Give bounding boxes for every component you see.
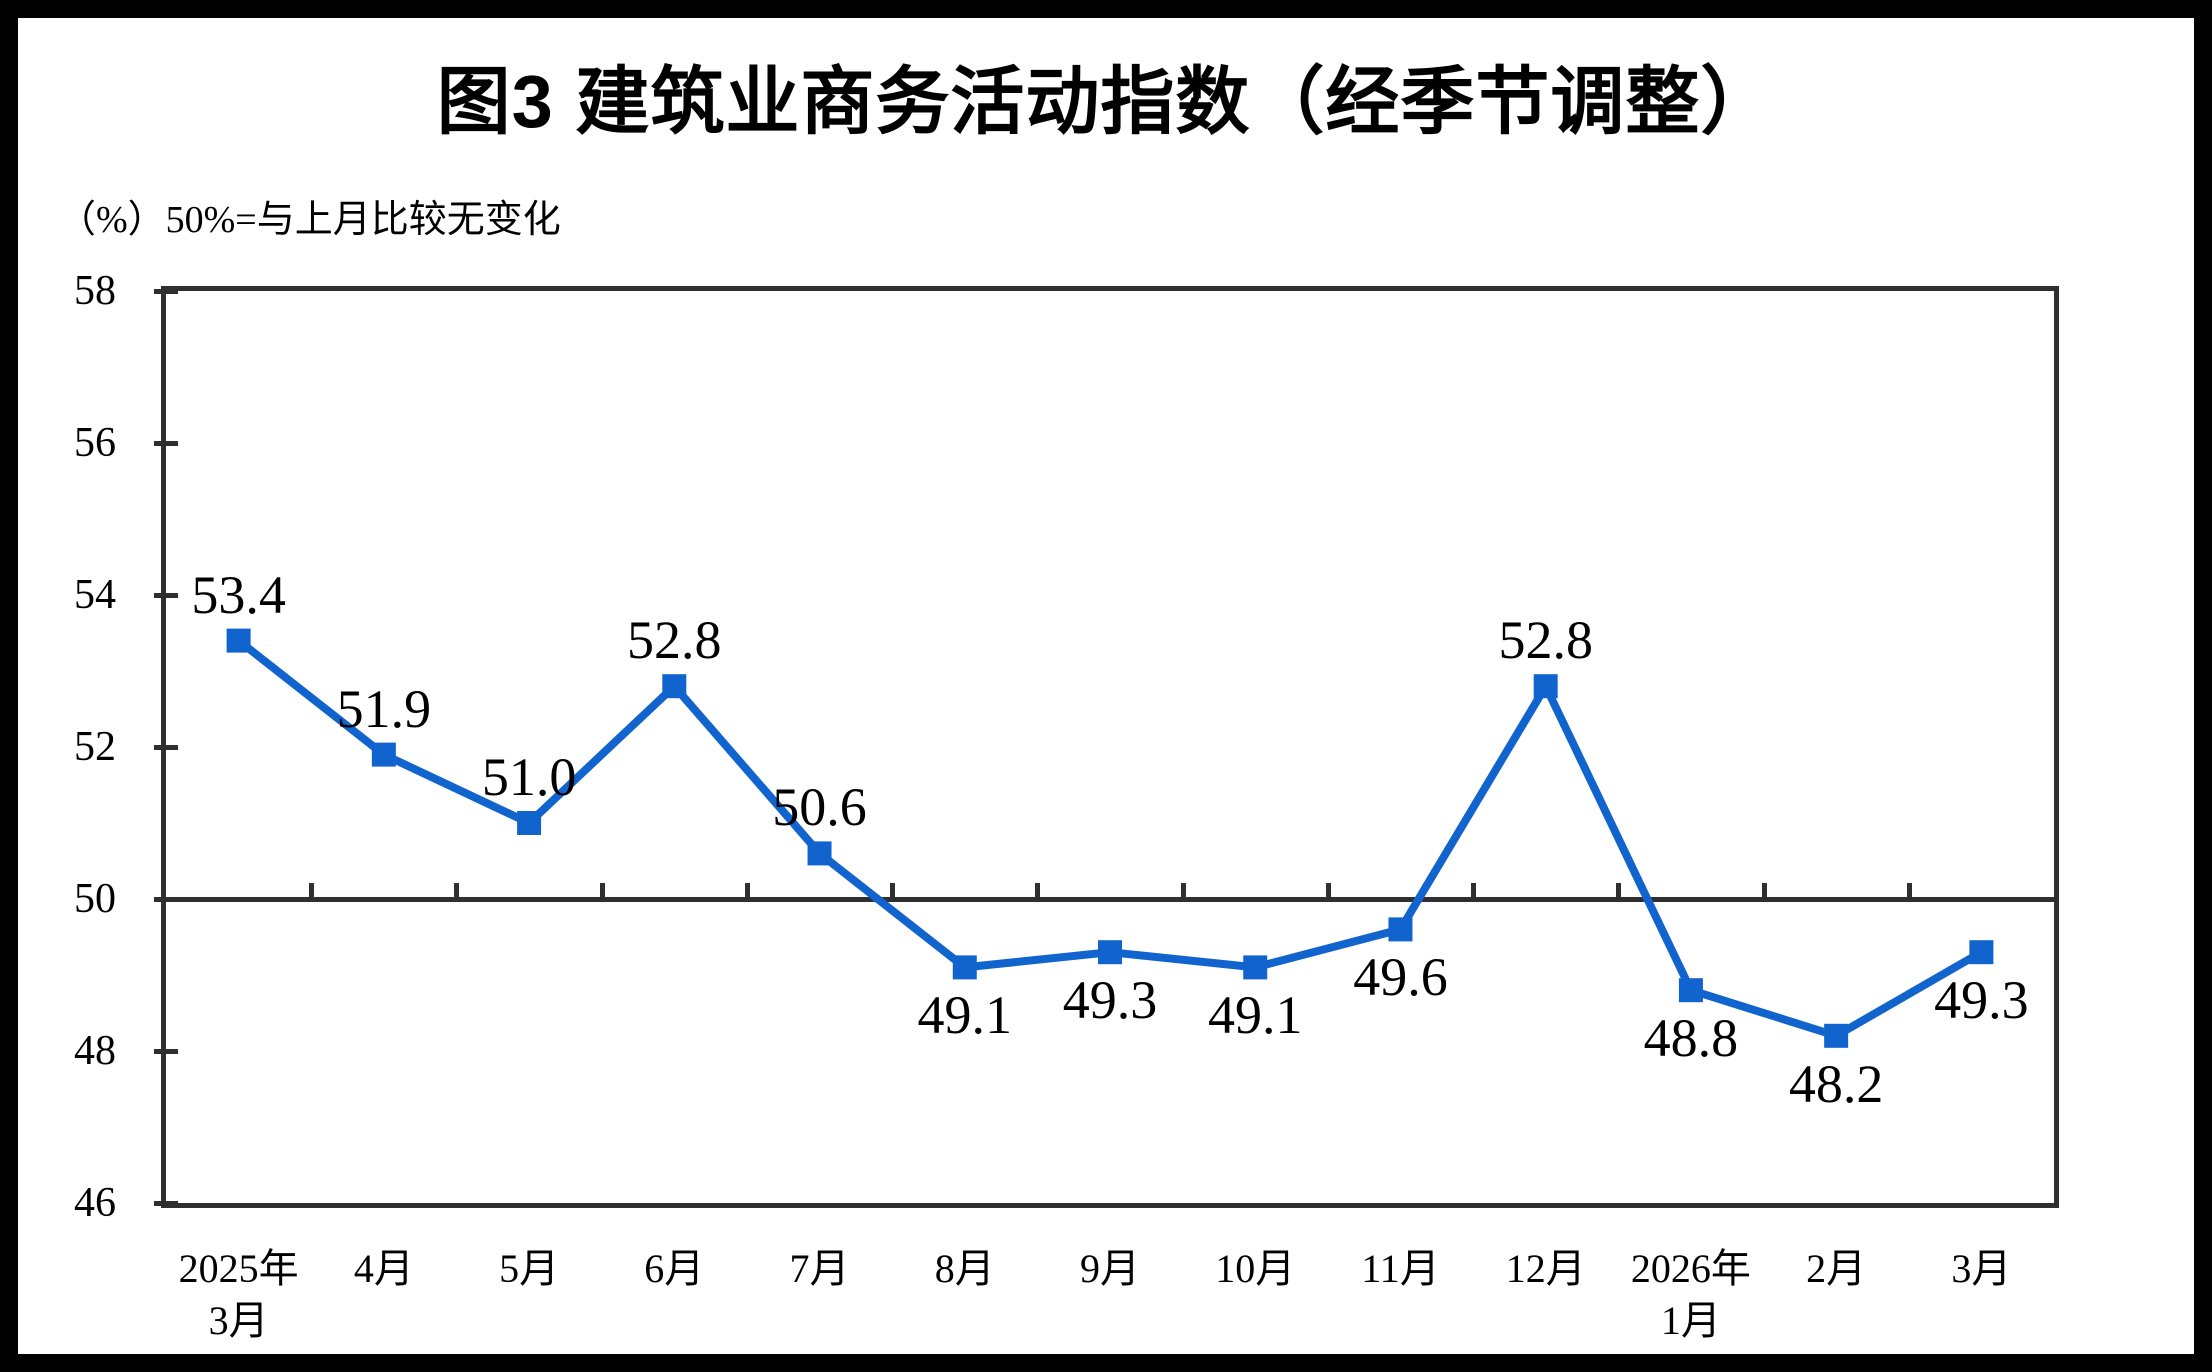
- x-boundary-tick: [1035, 883, 1041, 897]
- x-boundary-tick: [309, 883, 315, 897]
- y-tick: [154, 441, 178, 446]
- y-axis-label: 48: [74, 1028, 116, 1074]
- y-tick: [154, 289, 178, 294]
- x-axis-label-line: 3月: [1951, 1246, 2012, 1291]
- chart-title: 图3 建筑业商务活动指数（经季节调整）: [436, 60, 1776, 143]
- x-axis-label: 8月: [855, 1243, 1075, 1295]
- y-tick: [154, 1201, 178, 1206]
- x-axis-label-line: 5月: [499, 1246, 560, 1291]
- x-axis-label-line: 9月: [1080, 1246, 1140, 1291]
- x-axis-label-line: 2026年: [1630, 1246, 1751, 1291]
- x-boundary-tick: [599, 883, 605, 897]
- data-point-label: 49.3: [1062, 970, 1158, 1031]
- x-axis-label-line: 3月: [208, 1298, 269, 1343]
- x-boundary-tick: [1180, 883, 1186, 897]
- data-point-label: 52.8: [627, 610, 722, 671]
- data-point-marker: [371, 742, 396, 767]
- data-point-label: 50.6: [772, 777, 867, 838]
- y-axis-label: 50: [74, 876, 116, 922]
- reference-line-50: [166, 897, 2054, 902]
- x-axis-label-line: 11月: [1361, 1246, 1440, 1291]
- x-boundary-tick: [1616, 883, 1622, 897]
- x-boundary-tick: [1471, 883, 1477, 897]
- data-point-label: 51.0: [481, 747, 577, 807]
- unit-note: （%）50%=与上月比较无变化: [58, 199, 561, 241]
- data-point-label: 49.3: [1934, 970, 2029, 1031]
- x-axis-label: 11月: [1290, 1243, 1510, 1295]
- x-axis-label-line: 8月: [934, 1246, 995, 1291]
- x-axis-label-line: 12月: [1505, 1246, 1586, 1291]
- data-point-label: 48.8: [1643, 1008, 1739, 1069]
- data-point-marker: [1533, 674, 1558, 699]
- x-axis-label: 12月: [1436, 1243, 1656, 1295]
- x-boundary-tick: [454, 883, 460, 897]
- y-tick: [154, 593, 178, 598]
- x-axis-label-line: 2月: [1806, 1246, 1867, 1291]
- y-axis-label: 52: [74, 724, 116, 770]
- data-point-marker: [226, 628, 251, 653]
- x-axis-label: 5月: [419, 1243, 639, 1295]
- x-axis-label-line: 10月: [1215, 1246, 1296, 1291]
- data-point-marker: [807, 841, 832, 866]
- data-point-label: 49.1: [917, 985, 1013, 1046]
- data-point-marker: [1824, 1023, 1849, 1048]
- data-point-marker: [1678, 978, 1703, 1003]
- y-tick: [154, 745, 178, 750]
- y-axis-label: 54: [74, 572, 116, 618]
- data-point-label: 52.8: [1498, 610, 1593, 671]
- data-point-label: 49.1: [1207, 985, 1303, 1046]
- x-boundary-tick: [1761, 883, 1767, 897]
- series-line-svg: [226, 628, 1994, 1048]
- x-axis-label: 4月: [274, 1243, 494, 1295]
- x-axis-label: 2026年 1月: [1581, 1243, 1801, 1347]
- data-point-marker: [1388, 917, 1413, 942]
- x-axis-label-line: 2025年: [178, 1246, 299, 1291]
- x-axis-label: 10月: [1145, 1243, 1365, 1295]
- data-point-marker: [952, 955, 977, 980]
- chart-area: 58 56 54 52 50 48 46 53.4 51.9 51.0 52.8 50.6 49.1 49…: [18, 18, 2194, 1354]
- data-point-label: 48.2: [1788, 1053, 1884, 1114]
- y-axis-label: 46: [74, 1180, 116, 1226]
- x-axis-label-line: 6月: [644, 1246, 705, 1291]
- x-boundary-tick: [890, 883, 896, 897]
- data-point-marker: [1969, 940, 1994, 965]
- x-axis-label: 3月: [1871, 1243, 2091, 1295]
- data-point-label: 49.6: [1353, 947, 1448, 1008]
- x-axis-label-line: 1月: [1660, 1298, 1721, 1343]
- data-point-marker: [517, 811, 542, 835]
- x-axis-label-line: 7月: [789, 1246, 850, 1291]
- y-tick: [154, 1049, 178, 1054]
- x-boundary-tick: [1325, 883, 1331, 897]
- x-axis-label: 7月: [710, 1243, 930, 1295]
- y-axis-label: 56: [74, 420, 116, 466]
- data-point-marker: [1243, 955, 1268, 980]
- data-point-label: 51.9: [336, 678, 432, 739]
- y-axis-label: 58: [74, 268, 116, 314]
- data-point-marker: [1098, 940, 1122, 965]
- x-axis-label-line: 4月: [353, 1246, 414, 1291]
- x-axis-label: 9月: [1000, 1243, 1220, 1295]
- x-axis-label: 2025年 3月: [129, 1243, 349, 1347]
- data-point-marker: [662, 674, 687, 699]
- data-point-label: 53.4: [191, 564, 286, 625]
- x-boundary-tick: [1906, 883, 1912, 897]
- x-axis-label: 2月: [1726, 1243, 1946, 1295]
- x-boundary-tick: [744, 883, 750, 897]
- x-axis-label: 6月: [564, 1243, 784, 1295]
